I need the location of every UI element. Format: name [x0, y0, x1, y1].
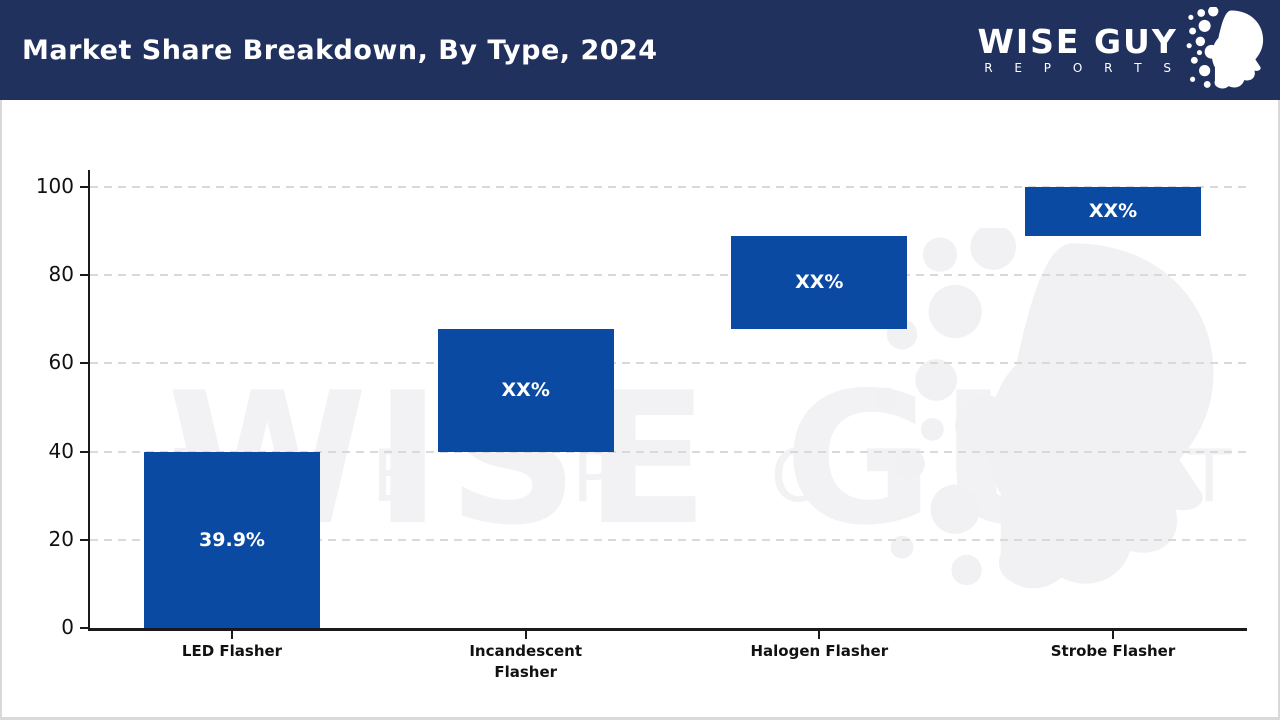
y-tick-label-100: 100	[35, 174, 74, 198]
logo-wordmark: WISE GUY	[977, 22, 1178, 61]
logo-subtext: R E P O R T S	[984, 61, 1180, 75]
x-axis	[88, 628, 1247, 631]
x-axis-label-strobe-flasher: Strobe Flasher	[1050, 642, 1176, 660]
gridline-60	[90, 362, 1247, 365]
bar-led-flasher: 39.9%	[144, 452, 320, 628]
gridline-20	[90, 538, 1247, 541]
header: Market Share Breakdown, By Type, 2024 WI…	[0, 0, 1280, 100]
y-axis	[88, 170, 90, 631]
page-title: Market Share Breakdown, By Type, 2024	[22, 34, 658, 66]
x-tick-incandescent-flasher	[524, 631, 527, 639]
bar-halogen-flasher: XX%	[731, 235, 908, 329]
bar-value-label-halogen-flasher: XX%	[795, 271, 844, 294]
y-tick-label-20: 20	[48, 526, 74, 551]
y-tick-label-60: 60	[48, 350, 74, 375]
y-tick-80	[80, 274, 89, 277]
y-tick-label-0: 0	[61, 615, 74, 639]
gridline-80	[90, 274, 1247, 277]
y-tick-label-80: 80	[48, 262, 74, 287]
y-tick-20	[80, 538, 89, 541]
logo-text: WISE GUY R E P O R T S	[975, 25, 1180, 75]
gridline-40	[90, 450, 1247, 453]
y-tick-label-40: 40	[48, 438, 74, 463]
brand-logo: WISE GUY R E P O R T S	[975, 6, 1270, 94]
bar-incandescent-flasher: XX%	[437, 328, 614, 453]
y-tick-40	[80, 450, 89, 453]
y-tick-0	[80, 627, 89, 629]
y-tick-100	[80, 186, 89, 188]
bar-strobe-flasher: XX%	[1025, 187, 1201, 236]
x-axis-label-led-flasher: LED Flasher	[181, 642, 283, 660]
x-tick-strobe-flasher	[1112, 631, 1114, 639]
x-tick-led-flasher	[231, 631, 233, 639]
bar-value-label-strobe-flasher: XX%	[1088, 200, 1138, 223]
x-tick-halogen-flasher	[818, 631, 821, 639]
bar-value-label-incandescent-flasher: XX%	[501, 379, 550, 402]
bar-value-label-led-flasher: 39.9%	[199, 529, 265, 551]
x-axis-label-incandescent-flasher: Incandescent Flasher	[469, 642, 583, 681]
x-axis-label-halogen-flasher: Halogen Flasher	[750, 642, 889, 660]
y-tick-60	[80, 362, 89, 365]
gridline-100	[90, 186, 1247, 188]
